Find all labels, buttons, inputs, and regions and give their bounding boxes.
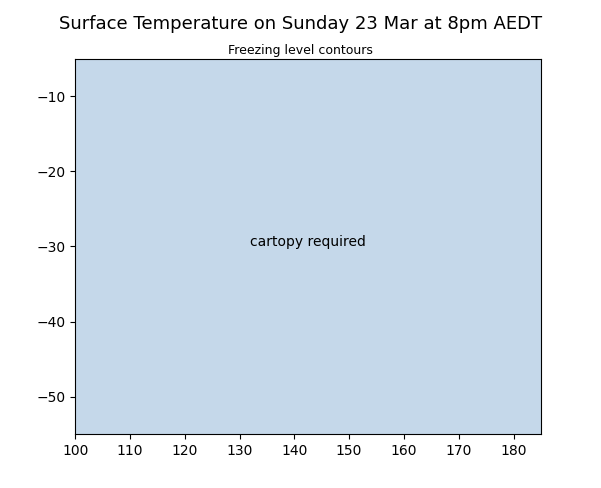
Text: Freezing level contours: Freezing level contours [228,44,373,57]
Text: Surface Temperature on Sunday 23 Mar at 8pm AEDT: Surface Temperature on Sunday 23 Mar at … [59,15,542,33]
Text: cartopy required: cartopy required [250,235,366,249]
